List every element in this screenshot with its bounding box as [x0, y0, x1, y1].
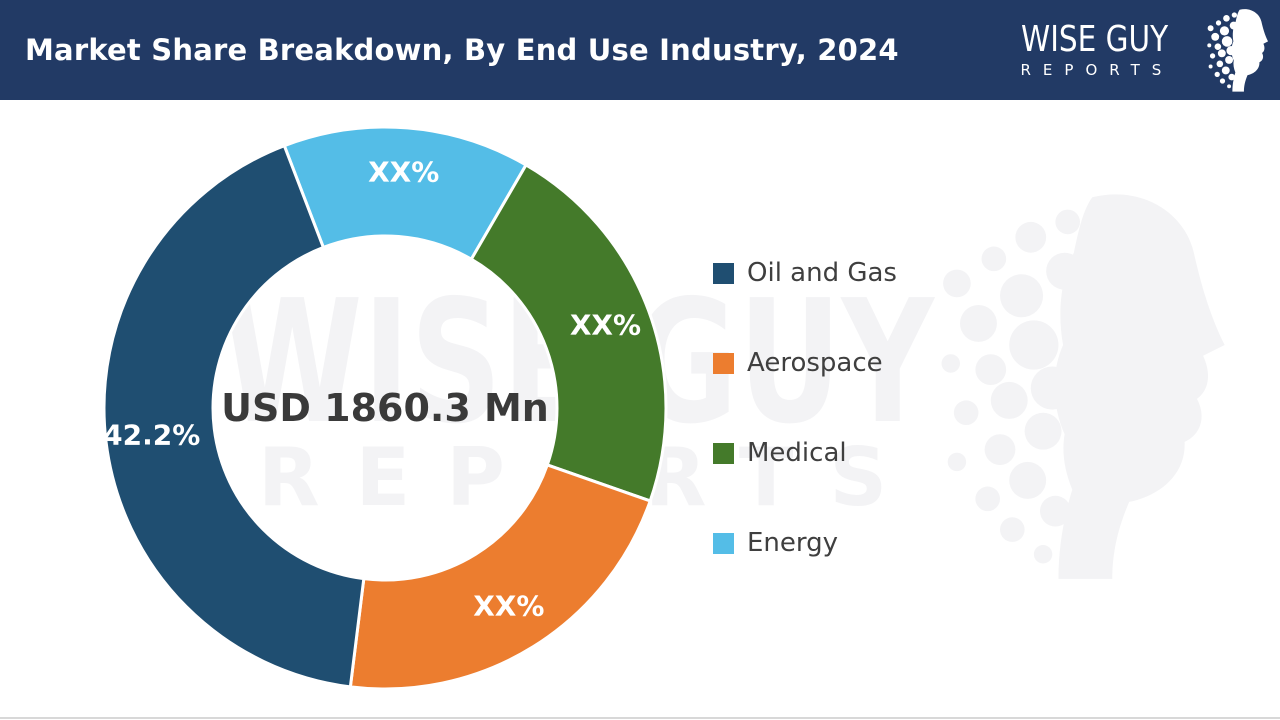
donut-chart: XX% XX% XX% 42.2%	[102, 125, 668, 691]
segment-label-medical: XX%	[570, 309, 641, 342]
donut-center-value: USD 1860.3 Mn	[221, 386, 549, 430]
legend-swatch	[713, 352, 734, 374]
legend-swatch	[713, 262, 734, 284]
logo-subtitle: REPORTS	[1020, 60, 1174, 79]
watermark-face-icon	[920, 185, 1240, 585]
donut-segment-medical	[469, 162, 668, 503]
logo-text: WISE GUY REPORTS	[1021, 21, 1201, 79]
segment-label-energy: XX%	[368, 156, 439, 189]
wise-guy-reports-logo: WISE GUY REPORTS	[1021, 7, 1280, 93]
legend-label: Oil and Gas	[747, 258, 897, 288]
segment-label-oil-and-gas: 42.2%	[103, 418, 200, 451]
logo-face-icon	[1204, 7, 1270, 93]
donut-segment-aerospace	[348, 462, 653, 691]
legend-swatch	[713, 442, 734, 464]
legend-swatch	[713, 532, 734, 554]
logo-wordmark: WISE GUY	[1020, 19, 1168, 61]
segment-label-aerospace: XX%	[473, 590, 544, 623]
legend-item-energy: Energy	[713, 528, 839, 558]
page-title: Market Share Breakdown, By End Use Indus…	[25, 33, 899, 67]
legend-item-oil-and-gas: Oil and Gas	[713, 258, 897, 288]
legend-label: Energy	[747, 528, 839, 558]
legend-label: Medical	[747, 438, 847, 468]
legend-label: Aerospace	[747, 348, 883, 378]
legend-item-medical: Medical	[713, 438, 847, 468]
bottom-divider	[0, 717, 1280, 719]
header-bar: Market Share Breakdown, By End Use Indus…	[0, 0, 1280, 100]
donut-segment-oil-and-gas	[102, 143, 366, 689]
legend-item-aerospace: Aerospace	[713, 348, 883, 378]
